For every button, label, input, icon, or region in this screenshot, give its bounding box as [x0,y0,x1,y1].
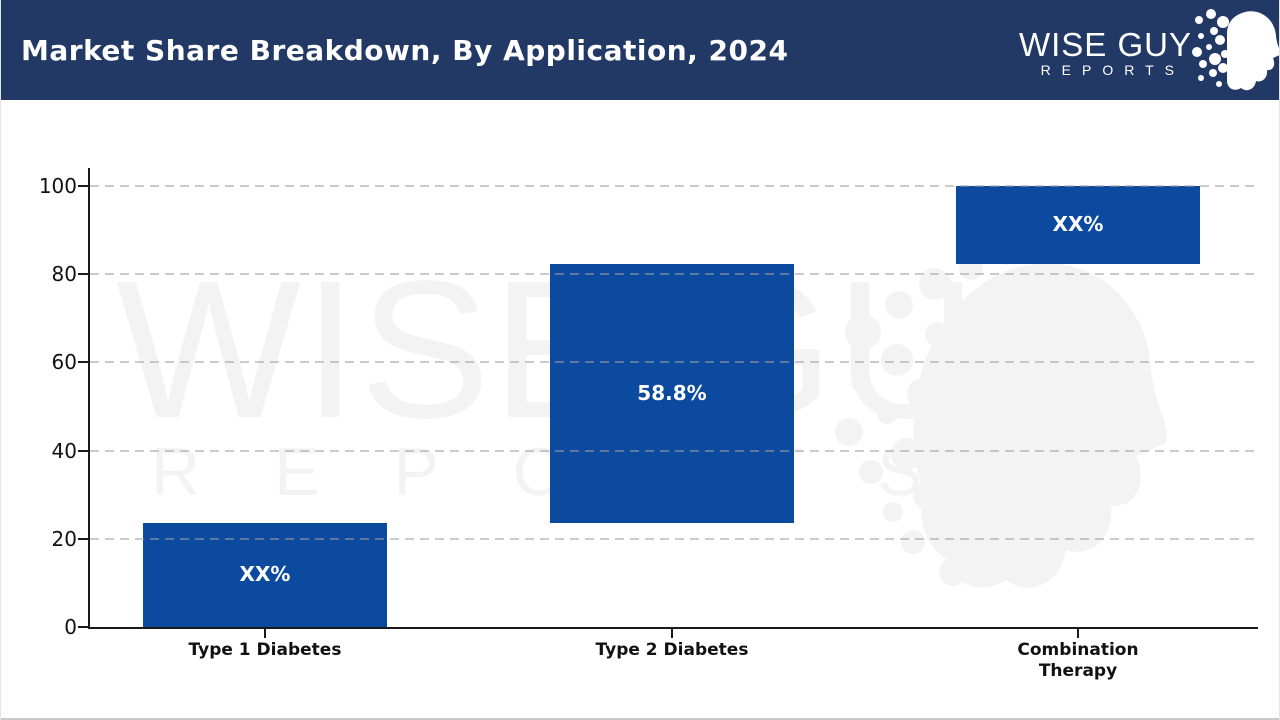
brand-logo-wordmark: WISE GUY [1018,26,1192,63]
y-axis-tick [78,273,89,276]
bar-segment [956,186,1200,265]
bar-value-label: 58.8% [637,380,707,405]
bar-value-label: XX% [1052,212,1104,237]
x-axis-tick [264,629,266,638]
brand-logo: WISE GUY REPORTS [1017,0,1279,100]
gridline [90,361,1258,364]
y-axis-line [88,168,90,629]
bar-segment [143,523,387,627]
y-axis-tick [78,626,89,628]
y-axis-tick-label: 60 [51,350,77,375]
x-axis-category-label: Combination Therapy [1017,640,1139,681]
gridline [90,273,1258,276]
page-title: Market Share Breakdown, By Application, … [21,33,789,67]
watermark-dotted-head-icon [835,235,1167,588]
y-axis-tick-label: 40 [51,438,77,463]
y-axis-tick [78,537,89,540]
y-axis-tick [78,449,89,452]
header-bar: Market Share Breakdown, By Application, … [1,0,1279,100]
gridline [90,449,1258,452]
gridline [90,185,1258,187]
y-axis-tick [78,185,89,187]
y-axis-tick-label: 100 [38,174,77,198]
x-axis-category-label: Type 2 Diabetes [595,640,749,660]
x-axis-tick [1077,629,1079,638]
brand-logo-reports-text: REPORTS [1040,62,1185,78]
y-axis-tick [78,361,89,364]
bar-segment [550,264,794,524]
brand-logo-head-icon [1192,9,1279,91]
y-axis-tick-label: 20 [51,526,77,551]
x-axis-category-label: Type 1 Diabetes [188,640,342,660]
x-axis-tick [671,629,673,638]
bar-value-label: XX% [239,562,291,587]
y-axis-tick-label: 0 [64,615,77,639]
bottom-border-rule [1,718,1279,720]
gridline [90,537,1258,540]
x-axis-line [88,627,1258,629]
y-axis-tick-label: 80 [51,262,77,287]
